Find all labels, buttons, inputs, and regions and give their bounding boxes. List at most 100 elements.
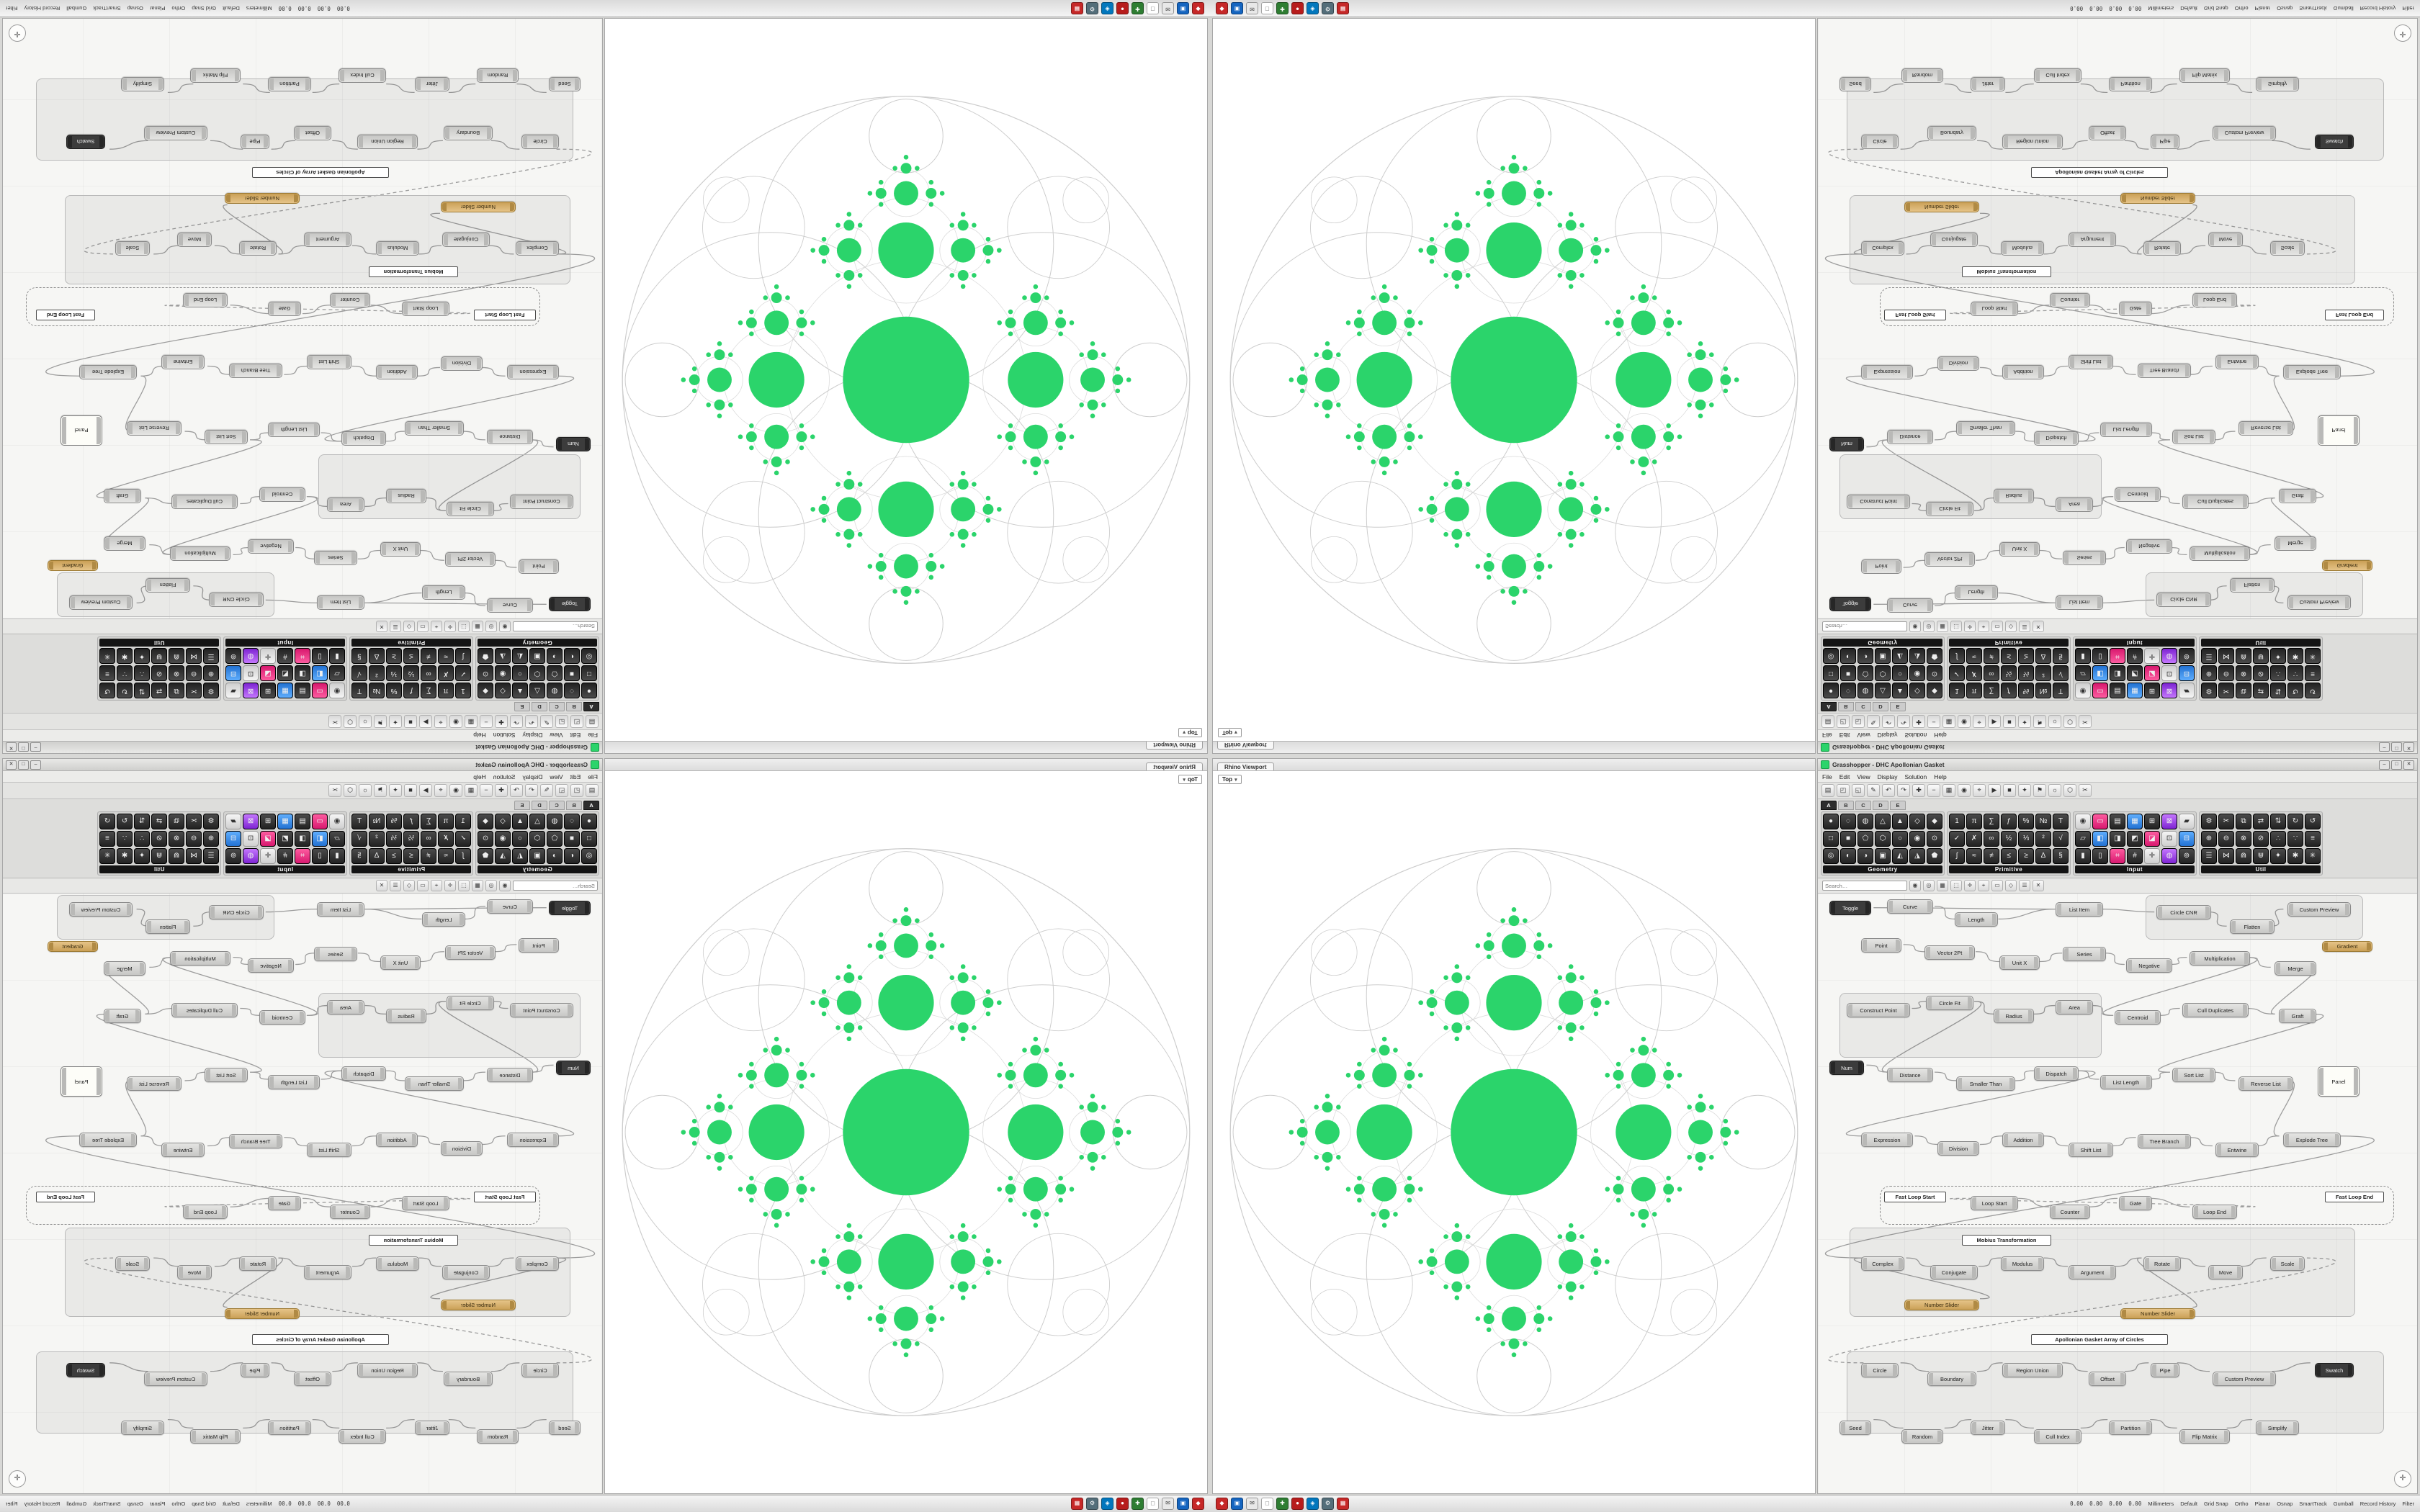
toolbar-icon-13[interactable]: ✦ [2018, 784, 2031, 797]
gh-node[interactable]: Area [2056, 1000, 2093, 1014]
gh-node[interactable]: Entwine [2215, 1143, 2259, 1157]
gh-node[interactable]: Scale [2270, 1256, 2305, 1271]
gh-node[interactable]: Custom Preview [69, 595, 133, 610]
taskbar-app-4[interactable]: ◻ [1147, 2, 1159, 14]
gh-node[interactable]: Circle Fit [447, 996, 494, 1010]
component-icon-primitive-2[interactable]: ∑ [421, 683, 436, 698]
component-icon-util-18[interactable]: ✦ [134, 648, 150, 664]
component-icon-input-3[interactable]: ▦ [277, 683, 293, 698]
maximize-button[interactable]: □ [18, 742, 29, 752]
gh-group-label[interactable]: Apollonian Gasket Array of Circles [2031, 1334, 2168, 1345]
gh-node[interactable]: Merge [2275, 536, 2316, 551]
menu-item-edit[interactable]: Edit [570, 732, 581, 739]
gh-node[interactable]: Length [422, 912, 465, 927]
status-item-5[interactable]: Default [223, 5, 240, 12]
component-icon-input-2[interactable]: ▤ [295, 814, 310, 829]
menu-item-help[interactable]: Help [1934, 732, 1947, 739]
rhino-viewport-window[interactable]: Rhino Viewport Top▾ [604, 18, 1208, 754]
taskbar-app-8[interactable]: ⚙ [1322, 1498, 1334, 1510]
taskbar-app-7[interactable]: ◈ [1307, 2, 1319, 14]
gh-node[interactable]: Series [314, 551, 357, 565]
status-item-12[interactable]: Record History [2360, 1500, 2396, 1507]
component-icon-util-6[interactable]: ↺ [2305, 683, 2321, 698]
gh-node[interactable]: Reverse List [2238, 1076, 2293, 1091]
component-icon-primitive-2[interactable]: ∑ [421, 814, 436, 829]
gh-node[interactable]: Entwine [2215, 355, 2259, 369]
component-icon-util-4[interactable]: ⇅ [134, 814, 150, 829]
canvas-toolbar-icon-0[interactable]: ◉ [1909, 621, 1921, 632]
gh-node[interactable]: Circle Fit [1926, 996, 1973, 1010]
maximize-button[interactable]: □ [2391, 760, 2402, 770]
gh-node[interactable]: Argument [2069, 233, 2116, 247]
gh-node[interactable]: Region Union [2002, 135, 2063, 149]
gh-node[interactable]: Unit X [380, 955, 421, 970]
gh-node[interactable]: Addition [376, 365, 418, 379]
component-icon-input-4[interactable]: ⊞ [260, 683, 276, 698]
taskbar-app-2[interactable]: ▣ [1231, 2, 1243, 14]
component-icon-primitive-10[interactable]: ½ [403, 665, 419, 681]
gh-node[interactable]: Flatten [145, 578, 190, 593]
component-icon-geometry-6[interactable]: ◆ [478, 683, 493, 698]
component-icon-geometry-10[interactable]: ⬡ [529, 831, 545, 847]
toolbar-icon-5[interactable]: ↷ [1897, 784, 1910, 797]
taskbar-app-4[interactable]: ◻ [1261, 1498, 1273, 1510]
toolbar-icon-8[interactable]: ▦ [1942, 784, 1955, 797]
component-icon-geometry-14[interactable]: ◎ [581, 848, 597, 864]
taskbar-app-7[interactable]: ◈ [1307, 1498, 1319, 1510]
component-icon-input-8[interactable]: ◧ [312, 665, 328, 681]
component-icon-primitive-2[interactable]: ∑ [1984, 683, 1999, 698]
canvas-toolbar-icon-0[interactable]: ◉ [499, 621, 511, 632]
component-icon-input-9[interactable]: ◨ [295, 665, 310, 681]
gh-node[interactable]: Move [177, 1265, 212, 1279]
component-icon-util-2[interactable]: ⧉ [169, 683, 184, 698]
gh-node[interactable]: Centroid [259, 1010, 305, 1025]
component-icon-geometry-11[interactable]: ○ [512, 665, 528, 681]
component-icon-geometry-4[interactable]: ▲ [1892, 683, 1908, 698]
component-icon-util-16[interactable]: ⋒ [2236, 648, 2251, 664]
close-button[interactable]: ✕ [6, 742, 17, 752]
gh-node[interactable]: Curve [487, 899, 533, 914]
gh-node[interactable]: Circle CNR [209, 905, 264, 919]
gh-node[interactable]: Modulus [2001, 241, 2044, 256]
menu-item-file[interactable]: File [1822, 773, 1832, 780]
status-item-13[interactable]: Filter [6, 1500, 18, 1507]
gh-node[interactable]: Partition [268, 1421, 311, 1435]
gh-node[interactable]: Sort List [2172, 1068, 2215, 1082]
toolbar-icon-7[interactable]: − [1927, 715, 1940, 728]
gh-group-label[interactable]: Fast Loop Start [1884, 1192, 1946, 1202]
toolbar-icon-1[interactable]: ◰ [570, 784, 583, 797]
ribbon-tab-e[interactable]: E [1890, 702, 1906, 711]
status-item-8[interactable]: Planar [2254, 5, 2271, 12]
ribbon-tab-e[interactable]: E [1890, 801, 1906, 810]
component-icon-util-19[interactable]: ✱ [2287, 848, 2303, 864]
component-icon-util-19[interactable]: ✱ [2287, 648, 2303, 664]
gh-node[interactable]: Toggle [549, 901, 591, 915]
toolbar-icon-16[interactable]: ⬡ [2063, 715, 2076, 728]
canvas-toolbar-icon-6[interactable]: ▭ [1991, 621, 2003, 632]
gh-node[interactable]: Jitter [1971, 1421, 2005, 1435]
component-icon-geometry-9[interactable]: ⬠ [1857, 831, 1873, 847]
component-icon-util-9[interactable]: ⊗ [169, 831, 184, 847]
component-icon-geometry-18[interactable]: ◭ [1892, 848, 1908, 864]
gh-node[interactable]: Point [519, 938, 559, 953]
component-icon-primitive-7[interactable]: ✓ [455, 665, 471, 681]
gh-node[interactable]: Seed [549, 1421, 581, 1435]
component-icon-geometry-5[interactable]: ◇ [1909, 683, 1925, 698]
toolbar-icon-11[interactable]: ▶ [1988, 715, 2001, 728]
component-icon-primitive-15[interactable]: ≈ [1966, 648, 1982, 664]
toolbar-icon-5[interactable]: ↷ [510, 715, 523, 728]
component-icon-util-18[interactable]: ✦ [2270, 848, 2286, 864]
status-item-13[interactable]: Filter [6, 5, 18, 12]
gh-node[interactable]: Circle CNR [209, 593, 264, 607]
gh-node[interactable]: Flip Matrix [2179, 1429, 2230, 1444]
component-icon-geometry-3[interactable]: △ [1875, 814, 1891, 829]
component-icon-primitive-1[interactable]: π [1966, 814, 1982, 829]
search-input[interactable] [513, 621, 598, 631]
gh-node[interactable]: Modulus [376, 241, 419, 256]
gh-node[interactable]: Counter [2050, 293, 2090, 307]
component-icon-primitive-15[interactable]: ≈ [438, 848, 454, 864]
gh-node[interactable]: Rotate [2143, 1256, 2181, 1271]
component-icon-geometry-7[interactable]: □ [581, 831, 597, 847]
component-icon-input-7[interactable]: ▱ [2075, 665, 2091, 681]
gh-node[interactable]: Series [314, 947, 357, 961]
